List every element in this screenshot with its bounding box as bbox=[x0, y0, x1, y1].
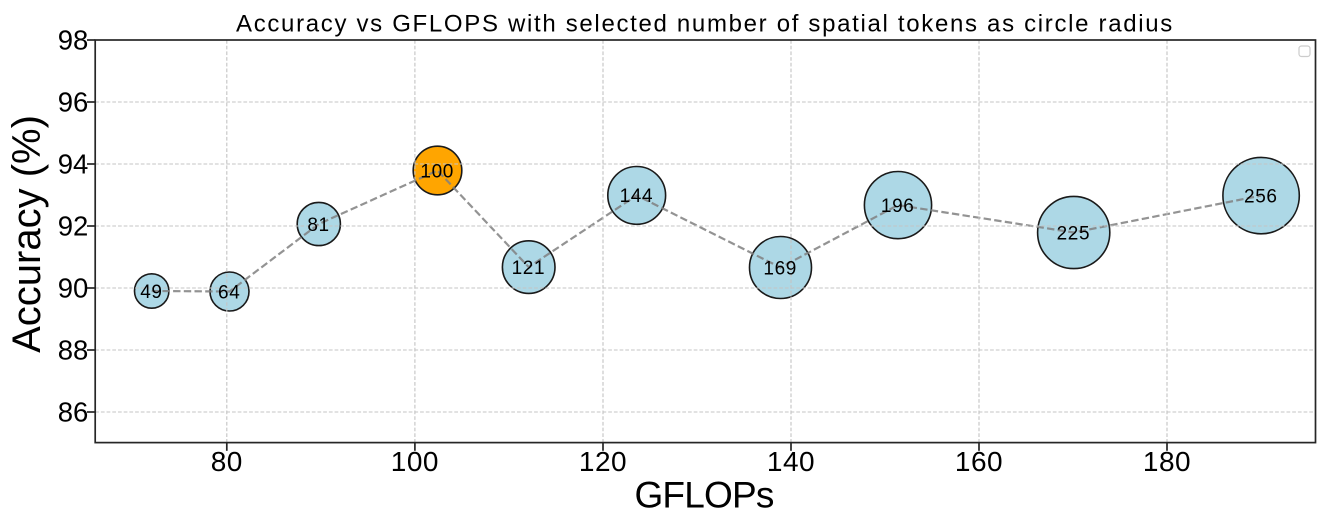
svg-text:180: 180 bbox=[1143, 446, 1191, 477]
svg-text:120: 120 bbox=[579, 446, 627, 477]
svg-text:225: 225 bbox=[1057, 223, 1091, 244]
svg-text:Accuracy vs GFLOPS with select: Accuracy vs GFLOPS with selected number … bbox=[236, 11, 1174, 38]
svg-text:90: 90 bbox=[58, 273, 89, 304]
svg-text:81: 81 bbox=[307, 215, 329, 236]
svg-text:169: 169 bbox=[763, 258, 797, 279]
svg-text:100: 100 bbox=[420, 161, 454, 182]
svg-text:86: 86 bbox=[58, 397, 89, 428]
svg-text:88: 88 bbox=[58, 335, 89, 366]
svg-text:64: 64 bbox=[218, 282, 240, 303]
svg-text:80: 80 bbox=[211, 446, 243, 477]
svg-text:140: 140 bbox=[767, 446, 815, 477]
svg-text:160: 160 bbox=[955, 446, 1003, 477]
svg-text:256: 256 bbox=[1244, 186, 1278, 207]
svg-text:GFLOPs: GFLOPs bbox=[634, 475, 773, 516]
svg-text:Accuracy (%): Accuracy (%) bbox=[5, 115, 49, 353]
svg-text:100: 100 bbox=[391, 446, 439, 477]
svg-text:94: 94 bbox=[58, 149, 89, 180]
svg-text:144: 144 bbox=[620, 186, 654, 207]
svg-text:121: 121 bbox=[512, 258, 546, 279]
svg-text:49: 49 bbox=[140, 282, 162, 303]
svg-text:96: 96 bbox=[58, 87, 89, 118]
svg-text:92: 92 bbox=[58, 211, 89, 242]
svg-text:196: 196 bbox=[881, 196, 915, 217]
svg-text:98: 98 bbox=[58, 25, 89, 56]
